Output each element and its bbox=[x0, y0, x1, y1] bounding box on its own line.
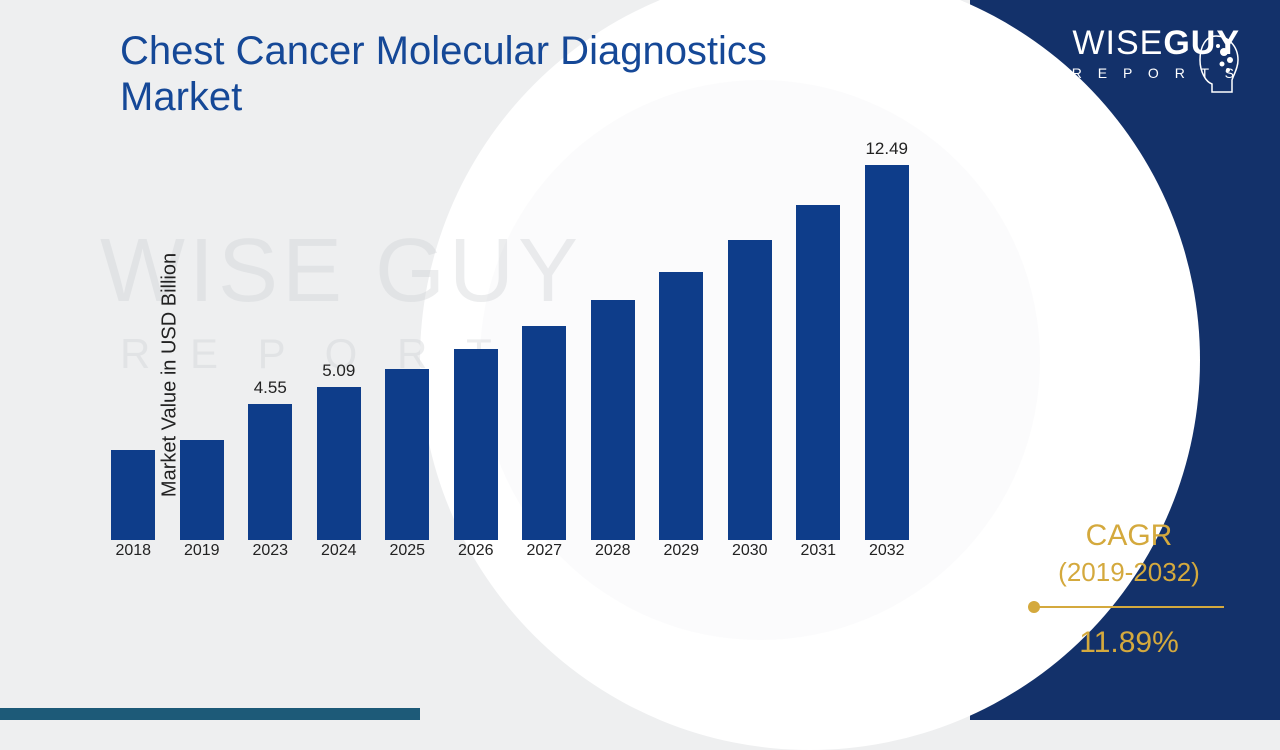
cagr-block: CAGR (2019-2032) 11.89% bbox=[1034, 519, 1224, 660]
x-tick-label: 2031 bbox=[793, 542, 844, 570]
bar-wrap bbox=[656, 272, 707, 540]
x-labels-container: 2018 2019 2023 2024 2025 2026 2027 2028 2029 2030… bbox=[100, 542, 920, 570]
x-tick-label: 2023 bbox=[245, 542, 296, 570]
bar-wrap bbox=[108, 450, 159, 540]
bar-value-label: 12.49 bbox=[865, 139, 908, 159]
chart-area: Market Value in USD Billion 4.555.0912.4… bbox=[60, 150, 920, 600]
bar bbox=[522, 326, 566, 540]
chart-title: Chest Cancer Molecular Diagnostics Marke… bbox=[120, 28, 880, 120]
logo-wise: WISE bbox=[1072, 24, 1163, 62]
bar-wrap bbox=[382, 369, 433, 540]
cagr-value: 11.89% bbox=[1034, 626, 1224, 660]
logo: WISEGUY R E P O R T S bbox=[1072, 24, 1240, 81]
bar bbox=[591, 300, 635, 540]
bar bbox=[728, 240, 772, 540]
bar bbox=[454, 349, 498, 540]
cagr-title: CAGR bbox=[1034, 519, 1224, 553]
head-icon bbox=[1188, 32, 1244, 96]
bar bbox=[248, 404, 292, 541]
x-tick-label: 2024 bbox=[314, 542, 365, 570]
bar bbox=[111, 450, 155, 540]
bar bbox=[796, 205, 840, 540]
bar-wrap bbox=[725, 240, 776, 540]
x-tick-label: 2026 bbox=[451, 542, 502, 570]
bar bbox=[659, 272, 703, 540]
x-tick-label: 2027 bbox=[519, 542, 570, 570]
x-tick-label: 2030 bbox=[725, 542, 776, 570]
x-tick-label: 2029 bbox=[656, 542, 707, 570]
bar bbox=[180, 440, 224, 541]
bar-wrap: 5.09 bbox=[314, 387, 365, 540]
bar bbox=[385, 369, 429, 540]
x-tick-label: 2025 bbox=[382, 542, 433, 570]
bar-wrap bbox=[793, 205, 844, 540]
chart-plot: 4.555.0912.49 20182019202320242025202620… bbox=[100, 150, 920, 570]
bar-wrap bbox=[519, 326, 570, 540]
bar bbox=[317, 387, 361, 540]
bar-wrap: 4.55 bbox=[245, 404, 296, 541]
x-tick-label: 2028 bbox=[588, 542, 639, 570]
x-tick-label: 2018 bbox=[108, 542, 159, 570]
bottom-accent-bar bbox=[0, 708, 420, 720]
cagr-range: (2019-2032) bbox=[1034, 557, 1224, 588]
bar-wrap bbox=[588, 300, 639, 540]
bar-value-label: 4.55 bbox=[254, 378, 287, 398]
cagr-divider bbox=[1034, 606, 1224, 608]
bar-wrap bbox=[177, 440, 228, 541]
bar-value-label: 5.09 bbox=[322, 361, 355, 381]
x-tick-label: 2019 bbox=[177, 542, 228, 570]
x-tick-label: 2032 bbox=[862, 542, 913, 570]
bar-wrap bbox=[451, 349, 502, 540]
bar-wrap: 12.49 bbox=[862, 165, 913, 540]
bar bbox=[865, 165, 909, 540]
bars-container: 4.55 5.09 12.49 bbox=[100, 150, 920, 540]
